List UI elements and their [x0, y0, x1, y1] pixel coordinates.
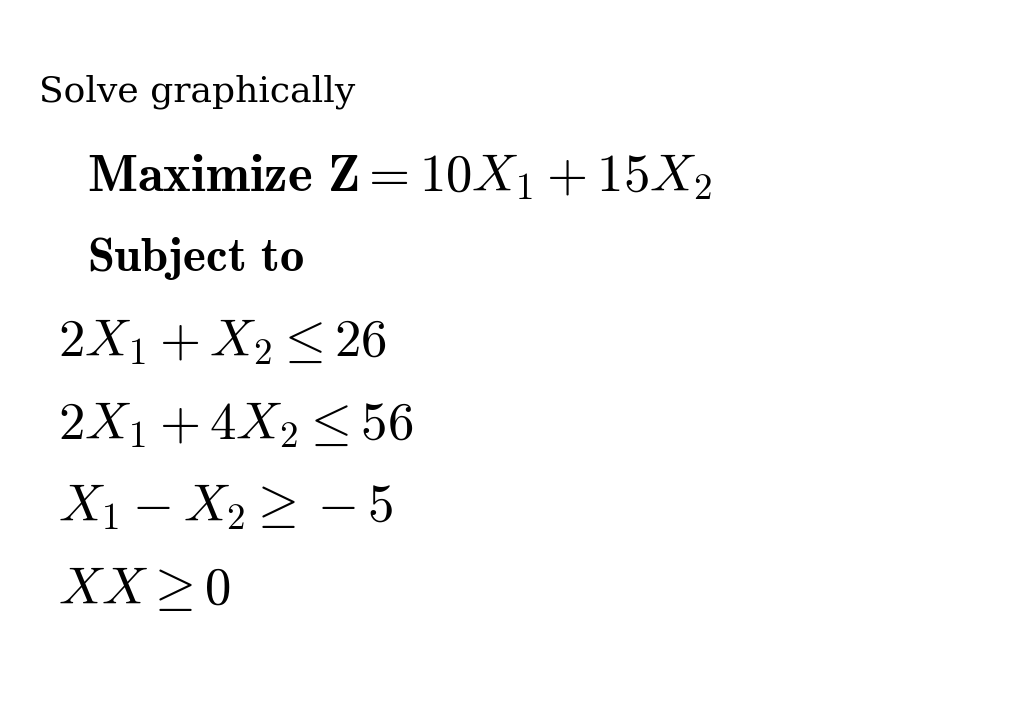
Text: $2X_1 + X_2 \leq 26$: $2X_1 + X_2 \leq 26$ [58, 316, 387, 367]
Text: $X_1 - X_2 \geq -5$: $X_1 - X_2 \geq -5$ [58, 482, 394, 532]
Text: $XX \geq 0$: $XX \geq 0$ [58, 564, 231, 615]
Text: Solve graphically: Solve graphically [39, 75, 355, 109]
Text: $\mathbf{Subject\ to}$: $\mathbf{Subject\ to}$ [87, 235, 304, 283]
Text: $\mathbf{Maximize\ Z} = 10X_1 + 15X_2$: $\mathbf{Maximize\ Z} = 10X_1 + 15X_2$ [87, 151, 712, 201]
Text: $2X_1 + 4X_2 \leq 56$: $2X_1 + 4X_2 \leq 56$ [58, 399, 414, 449]
